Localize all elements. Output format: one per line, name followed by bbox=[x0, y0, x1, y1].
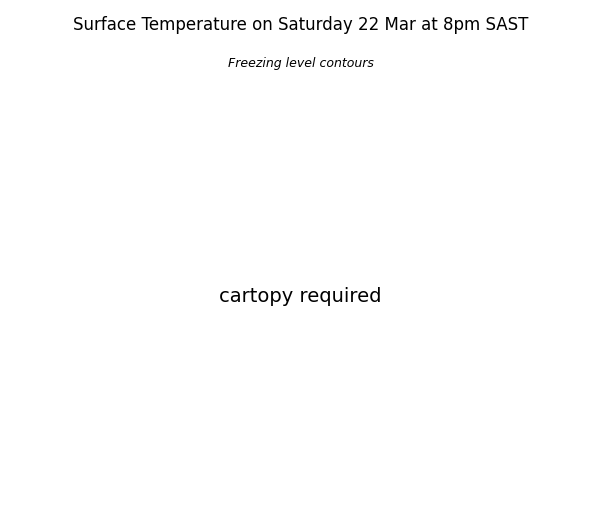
Text: Freezing level contours: Freezing level contours bbox=[228, 57, 373, 70]
Text: cartopy required: cartopy required bbox=[219, 287, 382, 307]
Text: Surface Temperature on Saturday 22 Mar at 8pm SAST: Surface Temperature on Saturday 22 Mar a… bbox=[73, 15, 528, 34]
